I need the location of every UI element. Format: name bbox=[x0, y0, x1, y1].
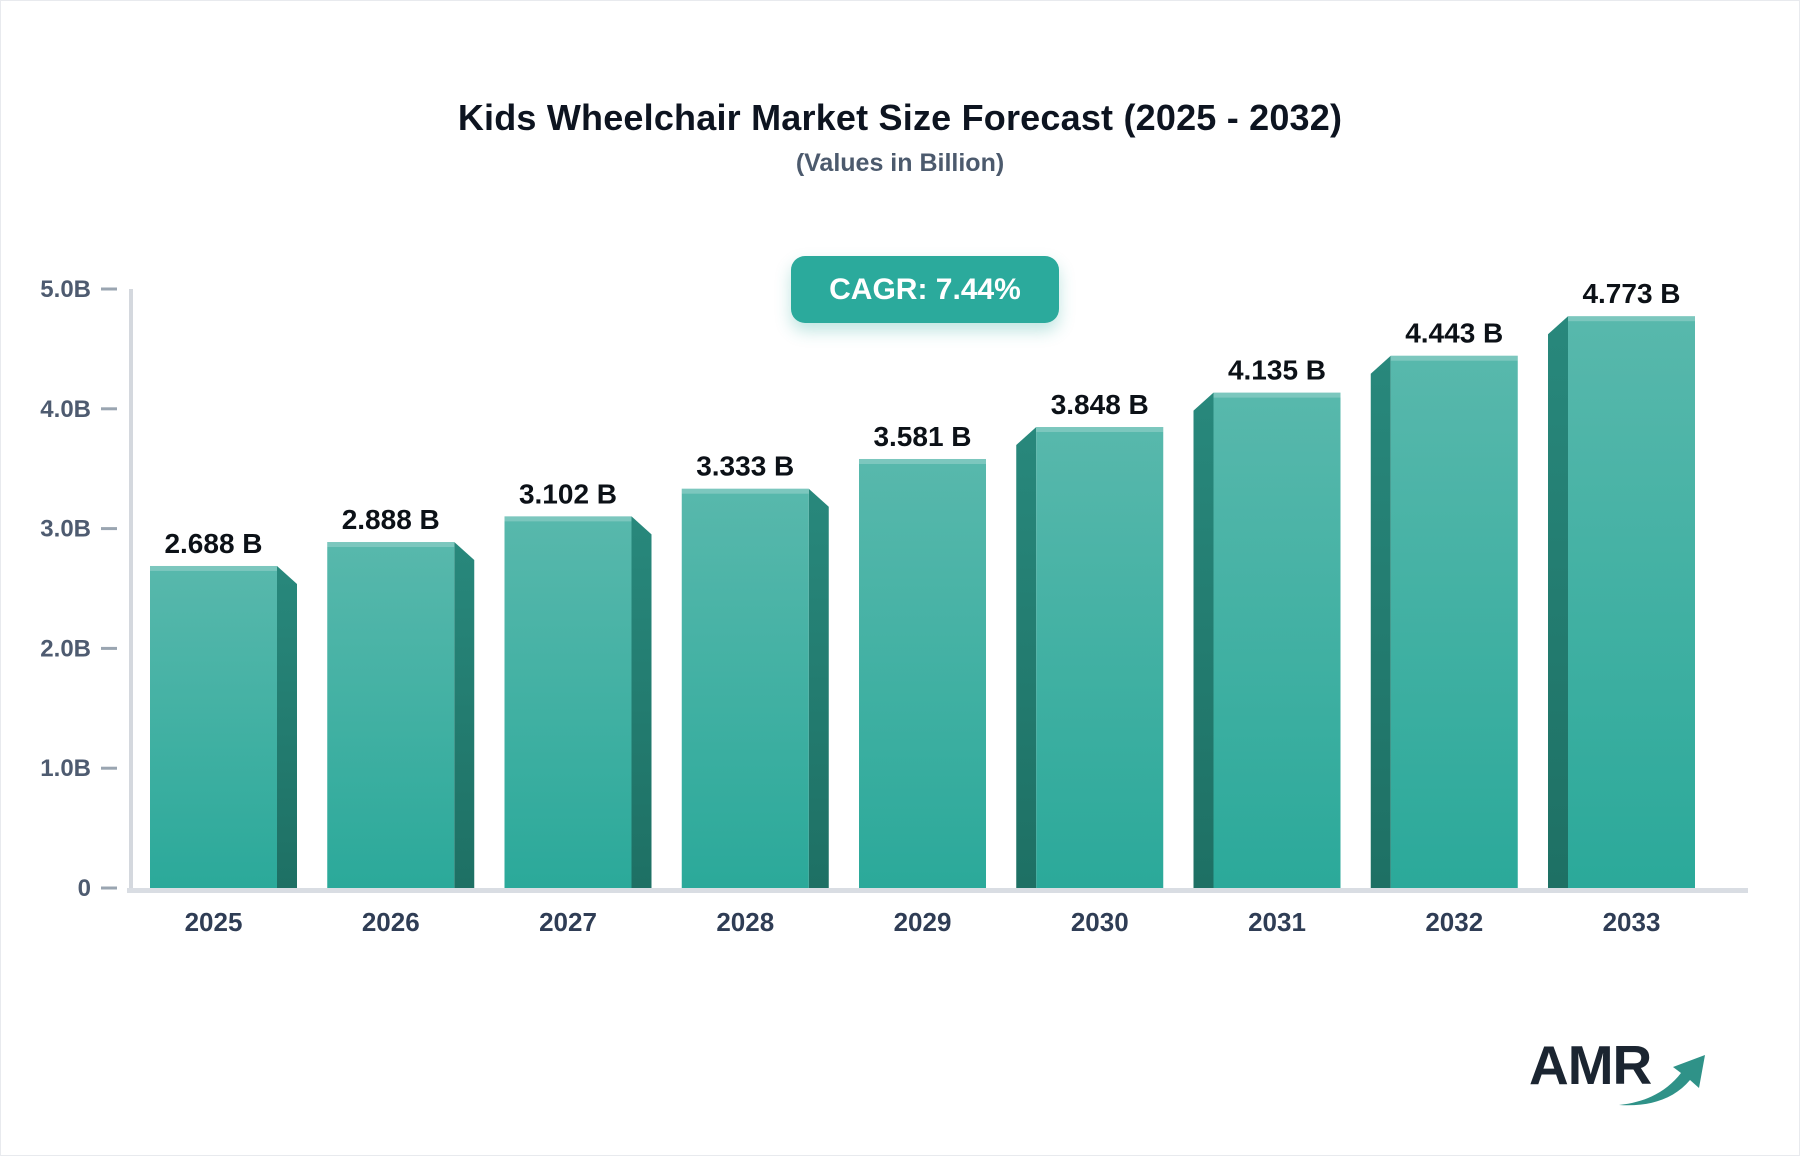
bar bbox=[1213, 392, 1341, 888]
x-axis-label: 2029 bbox=[894, 907, 952, 937]
bar-top-highlight bbox=[1213, 392, 1341, 398]
bar bbox=[681, 488, 809, 888]
bar bbox=[327, 542, 455, 888]
y-axis-tick-label: 1.0B bbox=[40, 755, 91, 782]
x-axis-label: 2025 bbox=[185, 907, 243, 937]
growth-arrow-icon bbox=[1619, 1055, 1705, 1106]
y-axis-tick-label: 2.0B bbox=[40, 635, 91, 662]
bar-group: 3.581 B 2029 bbox=[859, 421, 986, 937]
bar-group: 3.102 B 2027 bbox=[504, 478, 652, 937]
amr-logo: AMR bbox=[1529, 1033, 1719, 1113]
bar-side-face bbox=[631, 516, 652, 888]
bar-group: 4.773 B 2033 bbox=[1548, 278, 1695, 937]
bar-side-face bbox=[808, 488, 829, 888]
bar-top-highlight bbox=[681, 488, 809, 494]
x-axis-label: 2032 bbox=[1425, 907, 1483, 937]
bar-top-highlight bbox=[1390, 355, 1518, 361]
bar-value-label: 3.333 B bbox=[696, 451, 794, 482]
chart-subtitle: (Values in Billion) bbox=[795, 149, 1005, 177]
x-axis-label: 2031 bbox=[1248, 907, 1306, 937]
y-axis-tick-label: 3.0B bbox=[40, 516, 91, 543]
bar-top-highlight bbox=[150, 565, 277, 571]
bar bbox=[859, 458, 986, 888]
bar-top-highlight bbox=[859, 458, 986, 464]
bar-side-face bbox=[1548, 316, 1568, 889]
x-axis-label: 2026 bbox=[362, 907, 420, 937]
cagr-badge: CAGR: 7.44% bbox=[791, 256, 1059, 323]
bar-value-label: 4.773 B bbox=[1582, 278, 1680, 309]
x-axis-line bbox=[127, 888, 1748, 893]
y-axis-tick-label: 4.0B bbox=[40, 396, 91, 423]
bar-value-label: 4.135 B bbox=[1228, 355, 1326, 386]
x-axis-label: 2033 bbox=[1603, 907, 1661, 937]
bar-side-face bbox=[454, 542, 475, 888]
x-axis-label: 2028 bbox=[716, 907, 774, 937]
bar-group: 2.888 B 2026 bbox=[327, 504, 475, 937]
chart-title: Kids Wheelchair Market Size Forecast (20… bbox=[457, 97, 1343, 138]
bar bbox=[1036, 427, 1164, 888]
bar-value-label: 4.443 B bbox=[1405, 318, 1503, 349]
bar-top-highlight bbox=[1568, 316, 1695, 322]
bar-side-face bbox=[1193, 392, 1214, 888]
bar bbox=[1390, 355, 1518, 888]
bar-top-highlight bbox=[504, 516, 632, 522]
bar-value-label: 3.848 B bbox=[1051, 389, 1149, 420]
y-axis-line bbox=[129, 289, 133, 892]
bar-group: 3.333 B 2028 bbox=[681, 451, 829, 937]
bar-top-highlight bbox=[1036, 427, 1164, 433]
bar-side-face bbox=[277, 565, 297, 888]
bar-group: 2.688 B 2025 bbox=[150, 528, 297, 937]
bar-value-label: 3.102 B bbox=[519, 478, 617, 509]
bar-group: 4.443 B 2032 bbox=[1370, 318, 1518, 937]
bar bbox=[1568, 316, 1695, 889]
bar bbox=[150, 565, 277, 888]
bar-top-highlight bbox=[327, 542, 455, 548]
bar-group: 4.135 B 2031 bbox=[1193, 355, 1341, 937]
x-axis-label: 2030 bbox=[1071, 907, 1129, 937]
bar-side-face bbox=[1016, 427, 1037, 888]
y-axis-tick-label: 5.0B bbox=[40, 276, 91, 303]
x-axis-label: 2027 bbox=[539, 907, 597, 937]
bar-side-face bbox=[1370, 355, 1391, 888]
amr-logo-text: AMR bbox=[1529, 1034, 1652, 1096]
bar-value-label: 3.581 B bbox=[873, 421, 971, 452]
bar-value-label: 2.688 B bbox=[164, 528, 262, 559]
bar bbox=[504, 516, 632, 888]
y-axis-tick-label: 0 bbox=[78, 875, 91, 902]
bar-value-label: 2.888 B bbox=[342, 504, 440, 535]
bar-group: 3.848 B 2030 bbox=[1016, 389, 1164, 937]
